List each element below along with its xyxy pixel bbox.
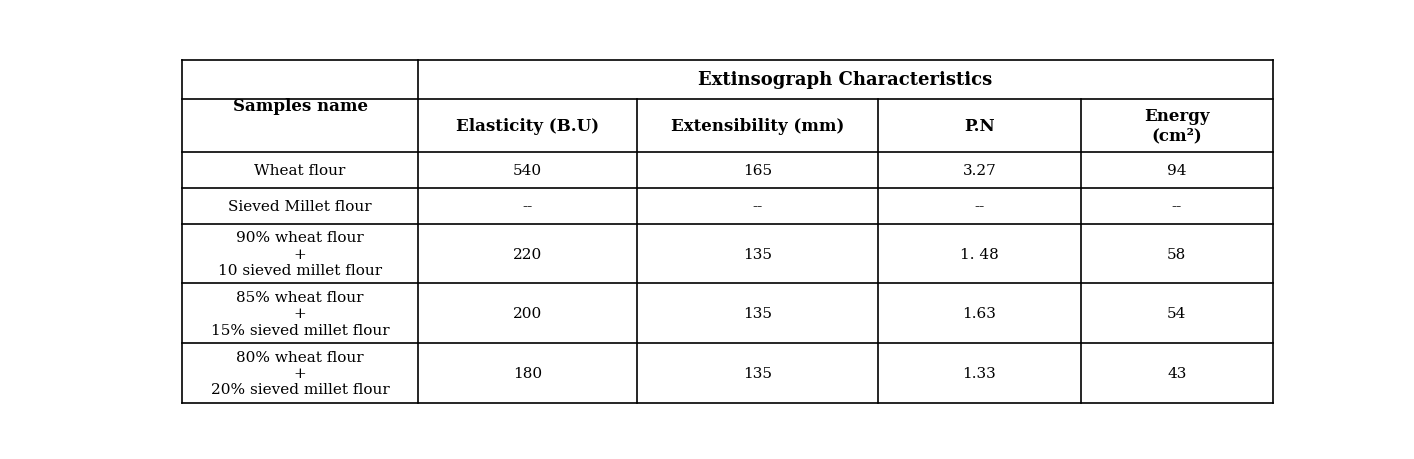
Text: --: --: [1172, 199, 1182, 213]
Text: 54: 54: [1167, 307, 1186, 321]
Text: 58: 58: [1167, 247, 1186, 261]
Text: 94: 94: [1167, 163, 1186, 177]
Text: --: --: [974, 199, 984, 213]
Text: Energy
(cm²): Energy (cm²): [1144, 108, 1209, 144]
Text: 1. 48: 1. 48: [960, 247, 998, 261]
Text: 540: 540: [513, 163, 542, 177]
Text: 90% wheat flour
+
10 sieved millet flour: 90% wheat flour + 10 sieved millet flour: [218, 231, 382, 277]
Text: --: --: [752, 199, 762, 213]
Text: 135: 135: [742, 247, 772, 261]
Text: 165: 165: [742, 163, 772, 177]
Text: Wheat flour: Wheat flour: [255, 163, 345, 177]
Text: 200: 200: [513, 307, 542, 321]
Text: Sieved Millet flour: Sieved Millet flour: [228, 199, 372, 213]
Text: Samples name: Samples name: [232, 98, 368, 115]
Text: 1.63: 1.63: [963, 307, 997, 321]
Text: Elasticity (B.U): Elasticity (B.U): [455, 118, 600, 134]
Text: Extensibility (mm): Extensibility (mm): [670, 118, 844, 134]
Text: --: --: [522, 199, 533, 213]
Text: 43: 43: [1167, 366, 1186, 381]
Text: 135: 135: [742, 307, 772, 321]
Text: P.N: P.N: [964, 118, 995, 134]
Text: 1.33: 1.33: [963, 366, 997, 381]
Text: 135: 135: [742, 366, 772, 381]
Text: 3.27: 3.27: [963, 163, 997, 177]
Text: 180: 180: [513, 366, 542, 381]
Text: 80% wheat flour
+
20% sieved millet flour: 80% wheat flour + 20% sieved millet flou…: [211, 350, 389, 397]
Text: Extinsograph Characteristics: Extinsograph Characteristics: [699, 71, 993, 89]
Text: 85% wheat flour
+
15% sieved millet flour: 85% wheat flour + 15% sieved millet flou…: [211, 291, 389, 337]
Text: 220: 220: [513, 247, 542, 261]
